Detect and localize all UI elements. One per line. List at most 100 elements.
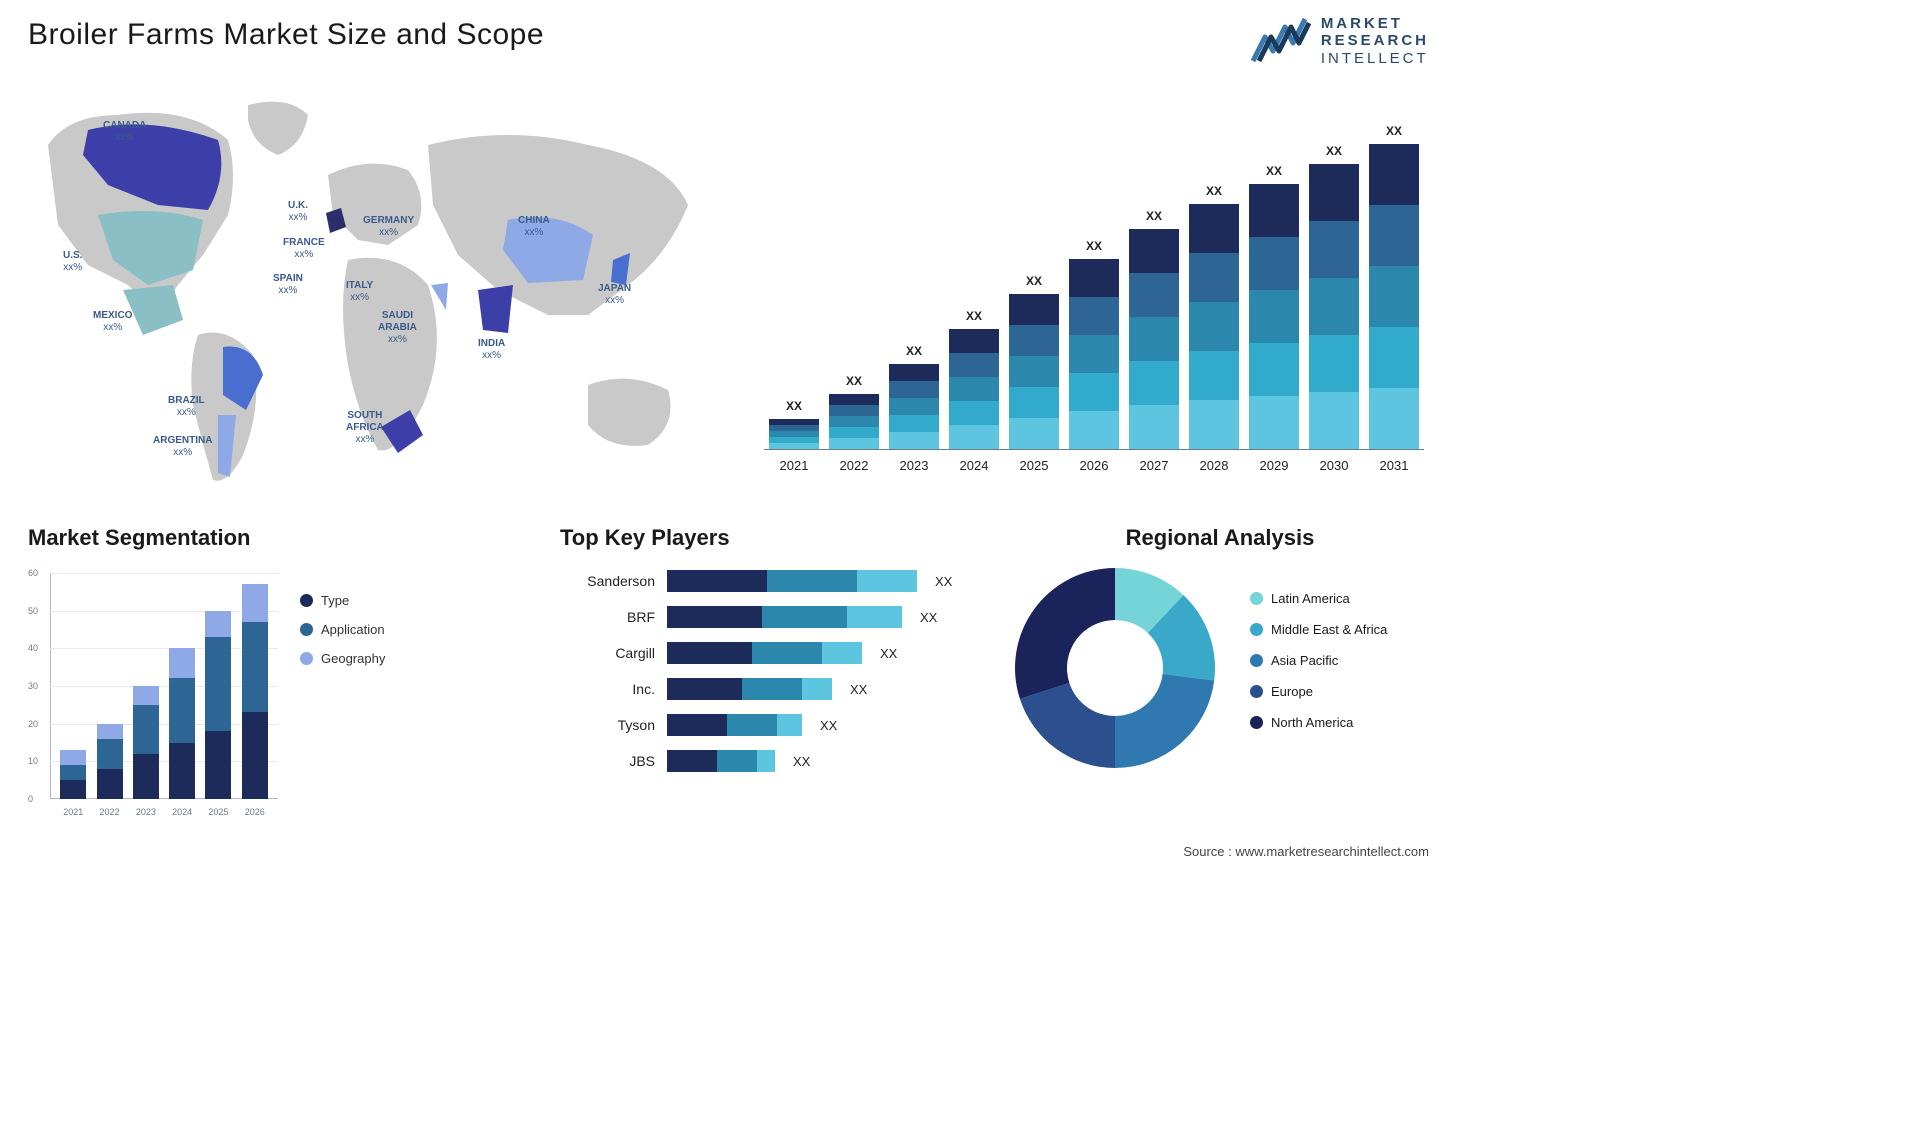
bar-value-label: XX bbox=[1069, 239, 1119, 253]
main-bar-chart: XX2021XX2022XX2023XX2024XX2025XX2026XX20… bbox=[764, 100, 1424, 480]
segmentation-chart: 0102030405060202120222023202420252026 bbox=[28, 563, 288, 823]
map-label: BRAZILxx% bbox=[168, 395, 205, 419]
player-row: Inc.XX bbox=[560, 671, 990, 707]
map-label: CHINAxx% bbox=[518, 215, 550, 239]
map-label: U.K.xx% bbox=[288, 200, 308, 224]
map-india bbox=[478, 285, 513, 333]
player-bar bbox=[667, 678, 832, 700]
player-bar bbox=[667, 714, 802, 736]
main-bar: XX2024 bbox=[949, 329, 999, 449]
player-value: XX bbox=[880, 646, 897, 661]
map-label: INDIAxx% bbox=[478, 338, 505, 362]
y-tick: 20 bbox=[28, 719, 38, 729]
bar-year-label: 2031 bbox=[1369, 458, 1419, 473]
y-tick: 40 bbox=[28, 643, 38, 653]
map-label: JAPANxx% bbox=[598, 283, 631, 307]
player-name: Sanderson bbox=[560, 573, 655, 589]
bar-value-label: XX bbox=[949, 309, 999, 323]
seg-bar-segment bbox=[97, 724, 123, 739]
seg-bar-segment bbox=[133, 686, 159, 705]
main-bar: XX2022 bbox=[829, 394, 879, 449]
player-value: XX bbox=[820, 718, 837, 733]
bar-value-label: XX bbox=[889, 344, 939, 358]
bar-year-label: 2028 bbox=[1189, 458, 1239, 473]
player-row: Cargill XX bbox=[560, 635, 990, 671]
seg-bar-segment bbox=[205, 611, 231, 637]
main-bar: XX2025 bbox=[1009, 294, 1059, 449]
x-tick: 2025 bbox=[208, 807, 228, 817]
main-bar: XX2029 bbox=[1249, 184, 1299, 449]
y-tick: 50 bbox=[28, 606, 38, 616]
key-players-panel: Top Key Players SandersonXXBRFXXCargillX… bbox=[560, 525, 990, 779]
legend-item: Geography bbox=[300, 651, 385, 666]
seg-bar-segment bbox=[169, 678, 195, 742]
bar-value-label: XX bbox=[1249, 164, 1299, 178]
map-label: MEXICOxx% bbox=[93, 310, 132, 334]
bar-year-label: 2027 bbox=[1129, 458, 1179, 473]
brand-logo: MARKET RESEARCH INTELLECT bbox=[1251, 15, 1429, 67]
y-tick: 0 bbox=[28, 794, 33, 804]
regional-legend: Latin America Middle East & Africa Asia Pa… bbox=[1250, 591, 1387, 746]
seg-bar-segment bbox=[133, 705, 159, 754]
y-tick: 60 bbox=[28, 568, 38, 578]
player-bar bbox=[667, 606, 902, 628]
donut-slice bbox=[1115, 674, 1214, 768]
player-bar bbox=[667, 642, 862, 664]
main-bar: XX2030 bbox=[1309, 164, 1359, 449]
seg-bar-segment bbox=[169, 648, 195, 678]
map-label: CANADAxx% bbox=[103, 120, 146, 144]
regional-panel: Regional Analysis Latin AmericaMiddle Ea… bbox=[1010, 525, 1430, 773]
y-tick: 30 bbox=[28, 681, 38, 691]
segmentation-legend: TypeApplicationGeography bbox=[300, 593, 385, 680]
bar-year-label: 2023 bbox=[889, 458, 939, 473]
main-bar: XX2023 bbox=[889, 364, 939, 449]
map-label: ITALYxx% bbox=[346, 280, 373, 304]
main-bar: XX2027 bbox=[1129, 229, 1179, 449]
player-row: Sanderson XX bbox=[560, 563, 990, 599]
world-map-panel: CANADAxx%U.S.xx%MEXICOxx%BRAZILxx%ARGENT… bbox=[28, 85, 708, 495]
map-label: GERMANYxx% bbox=[363, 215, 414, 239]
player-value: XX bbox=[793, 754, 810, 769]
bar-year-label: 2030 bbox=[1309, 458, 1359, 473]
player-value: XX bbox=[935, 574, 952, 589]
donut-slice bbox=[1020, 683, 1115, 768]
player-bar bbox=[667, 570, 917, 592]
player-name: Cargill bbox=[560, 645, 655, 661]
player-row: TysonXX bbox=[560, 707, 990, 743]
map-label: U.S.xx% bbox=[63, 250, 82, 274]
bar-value-label: XX bbox=[1369, 124, 1419, 138]
legend-item: Latin America bbox=[1250, 591, 1387, 606]
main-bar: XX2031 bbox=[1369, 144, 1419, 449]
legend-item: Asia Pacific bbox=[1250, 653, 1387, 668]
map-label: FRANCExx% bbox=[283, 237, 325, 261]
seg-bar-segment bbox=[205, 731, 231, 799]
legend-item: Middle East & Africa bbox=[1250, 622, 1387, 637]
legend-item: Application bbox=[300, 622, 385, 637]
bar-value-label: XX bbox=[1309, 144, 1359, 158]
seg-bar-segment bbox=[97, 769, 123, 799]
y-tick: 10 bbox=[28, 756, 38, 766]
regional-donut-chart bbox=[1010, 563, 1220, 773]
x-tick: 2023 bbox=[136, 807, 156, 817]
seg-bar-segment bbox=[242, 712, 268, 799]
segmentation-title: Market Segmentation bbox=[28, 525, 468, 551]
bar-year-label: 2026 bbox=[1069, 458, 1119, 473]
x-tick: 2021 bbox=[63, 807, 83, 817]
page-title: Broiler Farms Market Size and Scope bbox=[28, 18, 544, 52]
bar-year-label: 2024 bbox=[949, 458, 999, 473]
bar-year-label: 2021 bbox=[769, 458, 819, 473]
bar-value-label: XX bbox=[1009, 274, 1059, 288]
bar-value-label: XX bbox=[1129, 209, 1179, 223]
main-bar: XX2021 bbox=[769, 419, 819, 449]
map-label: SPAINxx% bbox=[273, 273, 303, 297]
x-tick: 2022 bbox=[100, 807, 120, 817]
bar-value-label: XX bbox=[769, 399, 819, 413]
seg-bar-segment bbox=[60, 765, 86, 780]
source-attribution: Source : www.marketresearchintellect.com bbox=[1183, 844, 1429, 859]
segmentation-panel: Market Segmentation 0 10 20 30 40 50 60 2021 202… bbox=[28, 525, 468, 823]
map-label: SAUDIARABIAxx% bbox=[378, 310, 417, 346]
logo-text: MARKET RESEARCH INTELLECT bbox=[1321, 15, 1429, 67]
seg-bar-segment bbox=[97, 739, 123, 769]
player-name: BRF bbox=[560, 609, 655, 625]
player-name: JBS bbox=[560, 753, 655, 769]
